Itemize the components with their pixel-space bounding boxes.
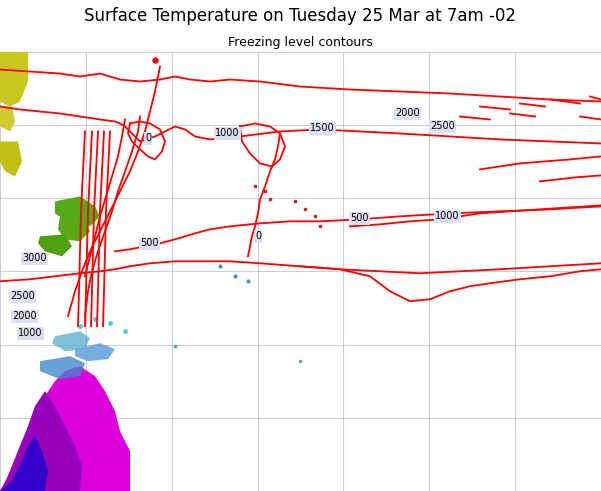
- Text: 3000: 3000: [22, 253, 46, 263]
- Text: 1000: 1000: [18, 328, 43, 338]
- Polygon shape: [58, 217, 90, 241]
- Text: 2500: 2500: [430, 121, 455, 132]
- Text: 2500: 2500: [10, 291, 35, 301]
- Polygon shape: [38, 234, 72, 256]
- Text: 500: 500: [140, 238, 159, 248]
- Polygon shape: [40, 356, 85, 379]
- Text: 2000: 2000: [395, 109, 419, 118]
- Text: 1500: 1500: [310, 123, 335, 134]
- Text: Surface Temperature on Tuesday 25 Mar at 7am -02: Surface Temperature on Tuesday 25 Mar at…: [85, 7, 516, 26]
- Polygon shape: [0, 141, 22, 176]
- Polygon shape: [55, 196, 100, 226]
- Polygon shape: [75, 343, 115, 361]
- Polygon shape: [0, 107, 15, 132]
- Text: 1000: 1000: [435, 211, 460, 221]
- Text: 1000: 1000: [215, 129, 240, 138]
- Polygon shape: [0, 366, 130, 491]
- Polygon shape: [0, 391, 82, 491]
- Polygon shape: [0, 436, 48, 491]
- Text: Freezing level contours: Freezing level contours: [228, 36, 373, 49]
- Text: 0: 0: [145, 134, 151, 143]
- Text: 2000: 2000: [12, 311, 37, 321]
- Polygon shape: [52, 331, 90, 351]
- Text: 500: 500: [350, 214, 368, 223]
- Polygon shape: [0, 52, 28, 107]
- Text: 0: 0: [255, 231, 261, 241]
